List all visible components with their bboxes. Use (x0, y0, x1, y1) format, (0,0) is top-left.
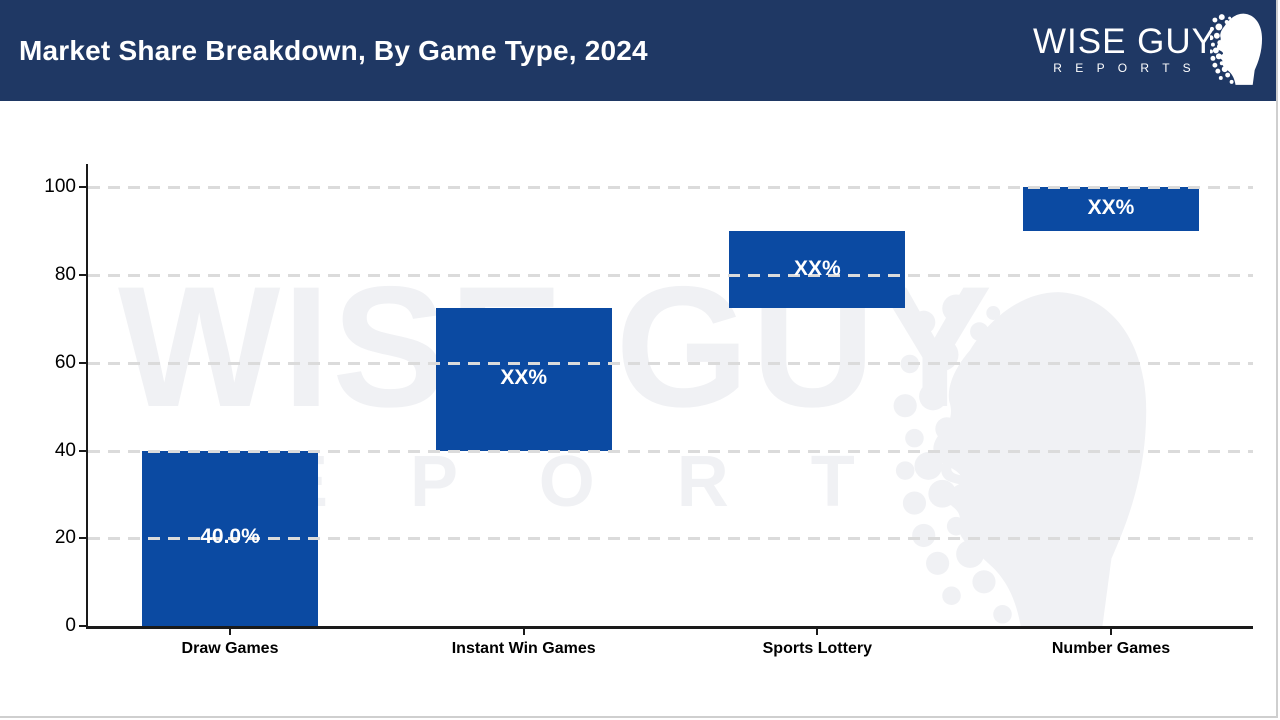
watermark-head-icon (882, 223, 1174, 695)
y-tick-label-100: 100 (44, 176, 76, 198)
x-tick-1 (522, 628, 525, 635)
x-tick-3 (1110, 628, 1112, 635)
brand-name: WISE GUY (1032, 21, 1216, 61)
gridline-100 (88, 186, 1253, 190)
bar-value-label: XX% (793, 256, 841, 280)
y-tick-label-20: 20 (54, 527, 76, 549)
y-tick-100 (79, 186, 87, 189)
x-tick-2 (816, 628, 819, 635)
gridline-60 (88, 361, 1253, 365)
gridline-80 (88, 274, 1253, 277)
y-tick-80 (79, 274, 87, 276)
y-tick-40 (79, 449, 87, 452)
y-tick-label-80: 80 (54, 264, 76, 285)
brand-logo: WISE GUY R E P O R T S (1033, 9, 1264, 89)
y-tick-label-60: 60 (54, 351, 76, 373)
y-tick-20 (79, 537, 87, 540)
y-tick-label-40: 40 (54, 439, 76, 461)
y-tick-60 (79, 361, 87, 364)
bar-number-games (1023, 187, 1199, 232)
brand-logo-text: WISE GUY R E P O R T S (1032, 21, 1216, 75)
x-tick-label-0: Draw Games (181, 640, 279, 657)
brand-subtitle: R E P O R T S (1053, 60, 1196, 75)
bar-instant-win-games (435, 307, 612, 451)
x-tick-label-2: Sports Lottery (762, 640, 872, 657)
chart-area: WISE GUY R E P O R T S 0 20 40 60 80 100 40.0%… (0, 101, 1276, 716)
bar-sports-lottery (729, 231, 906, 308)
y-tick-0 (79, 625, 87, 627)
gridline-20 (88, 537, 1253, 541)
page-title: Market Share Breakdown, By Game Type, 20… (19, 34, 648, 66)
bar-value-label: XX% (1087, 196, 1135, 220)
y-axis-spine (86, 164, 88, 628)
x-axis-spine (86, 626, 1253, 629)
gridline-40 (88, 449, 1253, 453)
header: Market Share Breakdown, By Game Type, 20… (0, 0, 1276, 101)
bar-value-label: 40.0% (200, 525, 260, 549)
bar-value-label: XX% (500, 366, 548, 390)
y-tick-label-0: 0 (65, 615, 76, 636)
x-tick-0 (229, 628, 231, 635)
x-tick-label-3: Number Games (1051, 640, 1171, 657)
x-tick-label-1: Instant Win Games (451, 640, 596, 657)
wiseguy-head-icon (1210, 13, 1263, 85)
